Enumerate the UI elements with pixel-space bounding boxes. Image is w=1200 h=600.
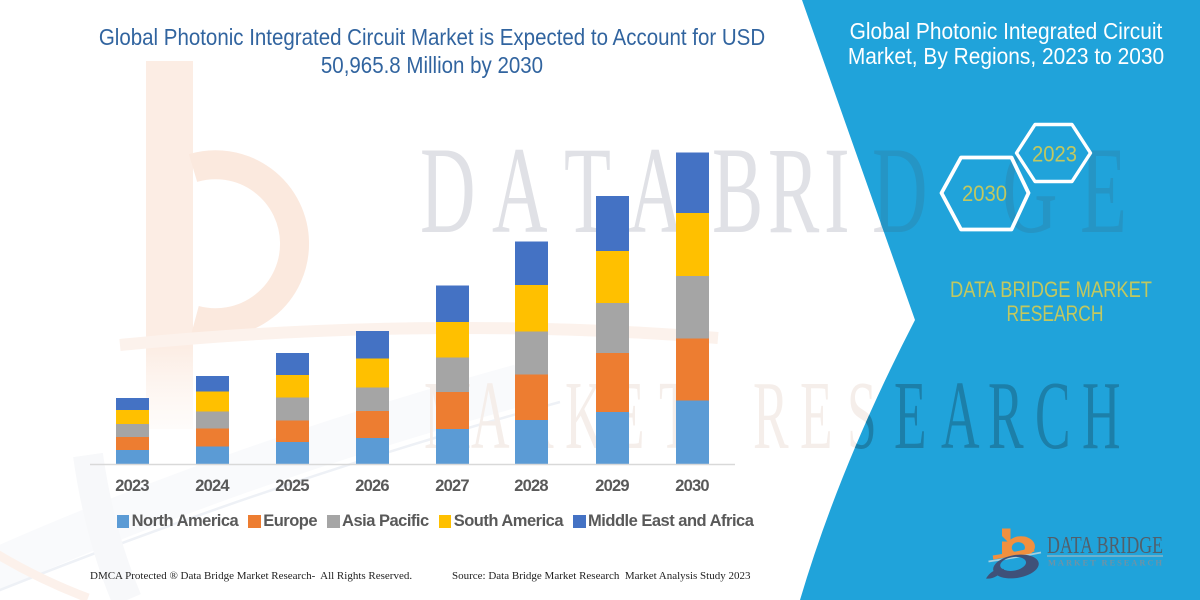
svg-text:DATA BRIDGE: DATA BRIDGE	[1047, 533, 1163, 559]
svg-text:MARKET RESEARCH: MARKET RESEARCH	[1048, 558, 1162, 568]
svg-text:2023: 2023	[1032, 142, 1077, 167]
svg-text:2030: 2030	[962, 181, 1007, 206]
svg-text:RESEARCH: RESEARCH	[1007, 301, 1104, 326]
svg-text:DATA BRIDGE MARKET: DATA BRIDGE MARKET	[950, 277, 1152, 302]
